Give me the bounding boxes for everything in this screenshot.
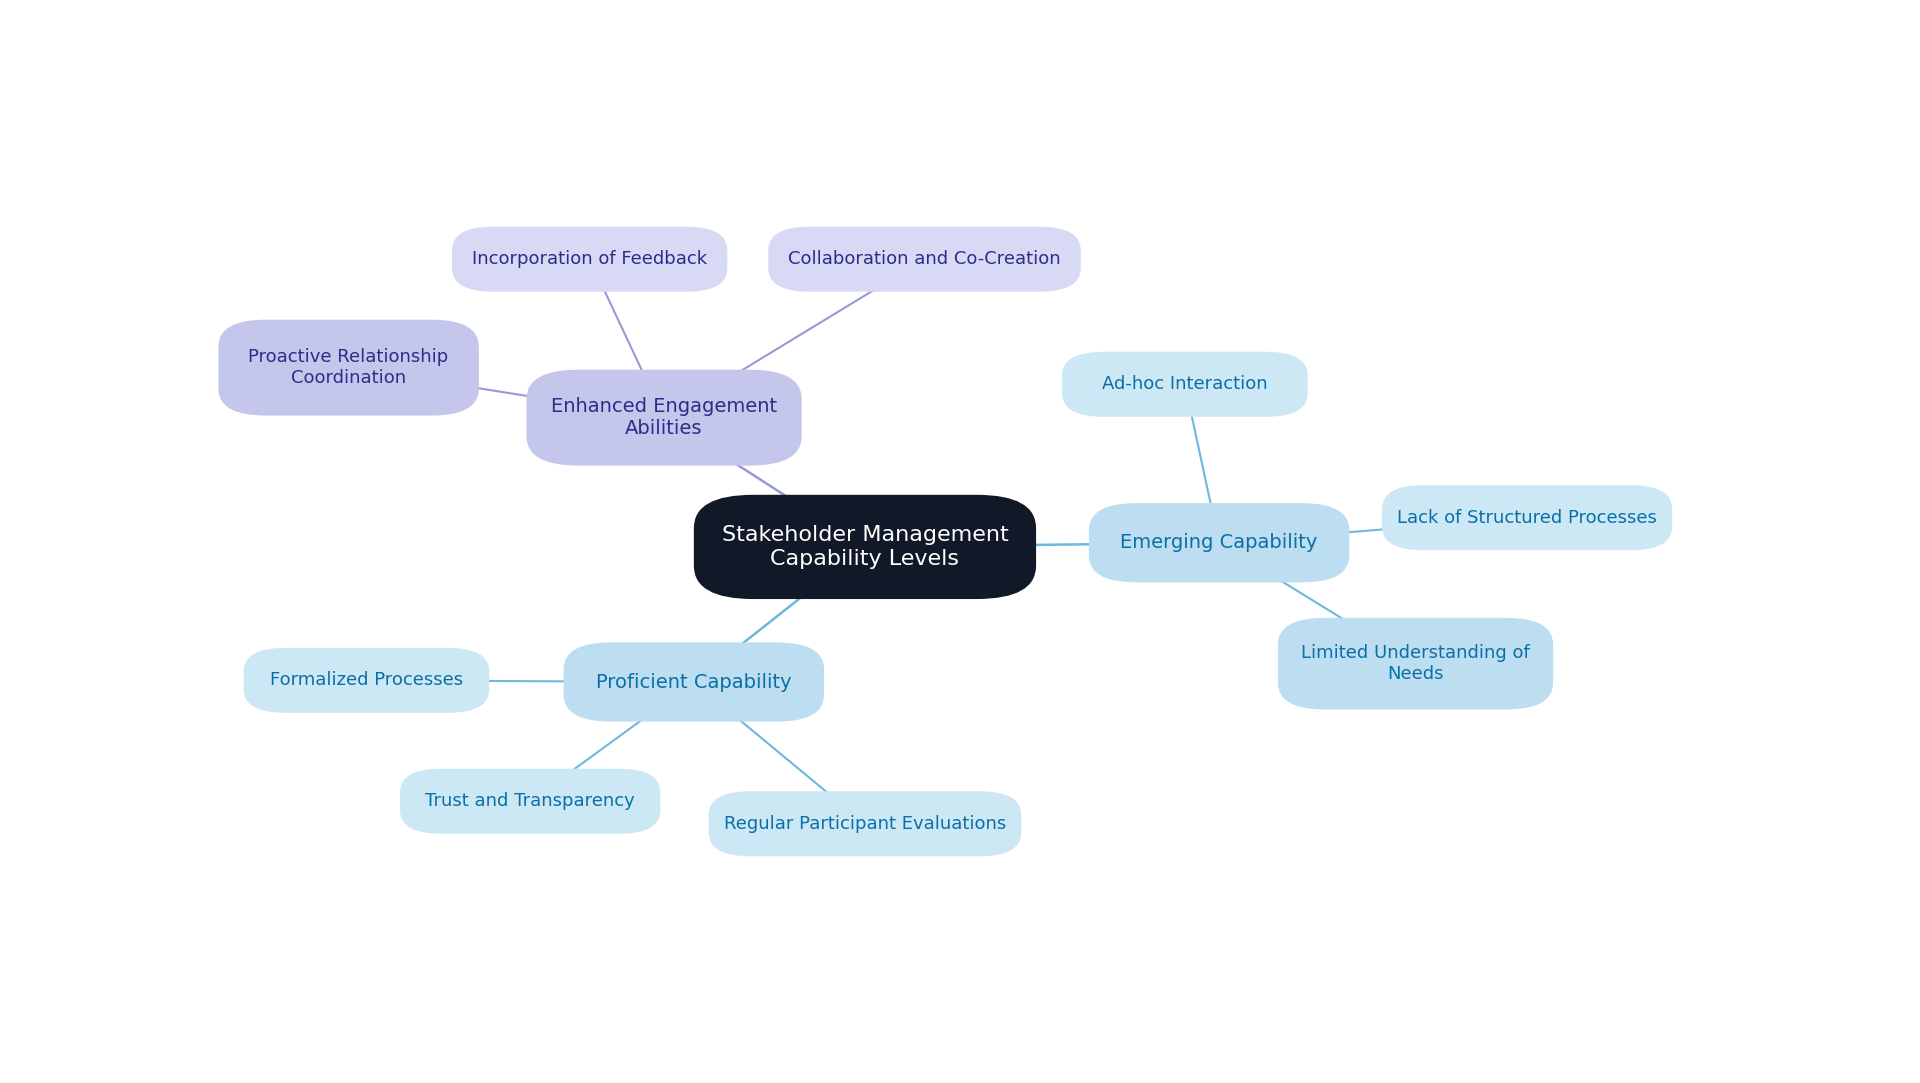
Text: Limited Understanding of
Needs: Limited Understanding of Needs <box>1302 644 1530 683</box>
FancyBboxPatch shape <box>526 369 803 466</box>
FancyBboxPatch shape <box>768 226 1081 291</box>
Text: Trust and Transparency: Trust and Transparency <box>426 793 636 810</box>
FancyBboxPatch shape <box>1062 352 1308 417</box>
Text: Lack of Structured Processes: Lack of Structured Processes <box>1398 509 1657 526</box>
Text: Ad-hoc Interaction: Ad-hoc Interaction <box>1102 376 1267 393</box>
FancyBboxPatch shape <box>399 769 660 834</box>
Text: Emerging Capability: Emerging Capability <box>1121 533 1317 552</box>
FancyBboxPatch shape <box>1279 617 1553 709</box>
FancyBboxPatch shape <box>708 792 1021 857</box>
Text: Formalized Processes: Formalized Processes <box>271 671 463 690</box>
FancyBboxPatch shape <box>244 648 490 713</box>
Text: Proactive Relationship
Coordination: Proactive Relationship Coordination <box>248 349 449 387</box>
FancyBboxPatch shape <box>219 319 478 416</box>
FancyBboxPatch shape <box>451 226 728 291</box>
Text: Regular Participant Evaluations: Regular Participant Evaluations <box>724 814 1006 833</box>
Text: Incorporation of Feedback: Incorporation of Feedback <box>472 250 707 269</box>
Text: Collaboration and Co-Creation: Collaboration and Co-Creation <box>789 250 1060 269</box>
Text: Stakeholder Management
Capability Levels: Stakeholder Management Capability Levels <box>722 525 1008 569</box>
FancyBboxPatch shape <box>1089 504 1350 583</box>
FancyBboxPatch shape <box>1382 485 1672 550</box>
Text: Proficient Capability: Proficient Capability <box>595 673 791 692</box>
FancyBboxPatch shape <box>693 495 1037 599</box>
Text: Enhanced Engagement
Abilities: Enhanced Engagement Abilities <box>551 397 778 439</box>
FancyBboxPatch shape <box>564 642 824 721</box>
